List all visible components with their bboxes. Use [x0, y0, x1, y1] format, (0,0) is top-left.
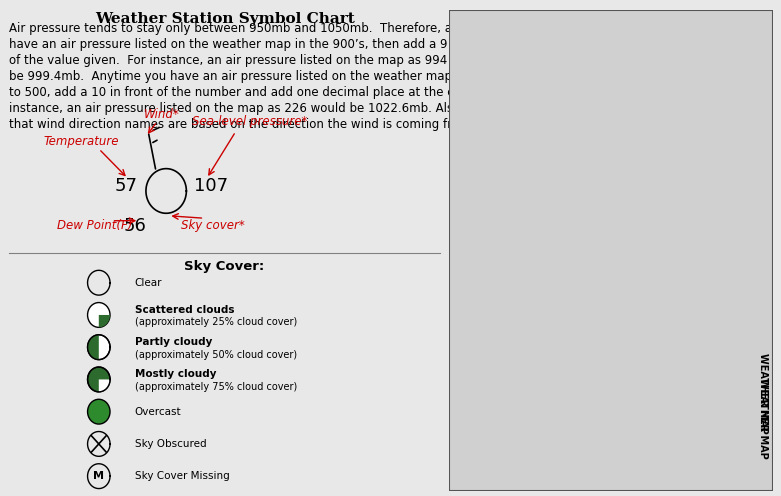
- Text: Weather Station Symbol Chart: Weather Station Symbol Chart: [95, 12, 355, 26]
- Wedge shape: [98, 315, 110, 327]
- Circle shape: [87, 367, 110, 392]
- Circle shape: [87, 399, 110, 424]
- Text: Overcast: Overcast: [134, 407, 181, 417]
- Text: M: M: [93, 471, 105, 481]
- Text: Temperature: Temperature: [43, 135, 119, 148]
- Text: 107: 107: [194, 177, 228, 195]
- Wedge shape: [87, 335, 98, 360]
- Text: WEATHER MAP: WEATHER MAP: [758, 353, 769, 434]
- FancyBboxPatch shape: [449, 10, 773, 491]
- Text: Sky Obscured: Sky Obscured: [134, 439, 206, 449]
- Text: Sky Cover:: Sky Cover:: [184, 260, 265, 273]
- Text: (approximately 50% cloud cover): (approximately 50% cloud cover): [134, 350, 297, 360]
- Text: Sea-level pressure*: Sea-level pressure*: [191, 115, 307, 128]
- Text: Mostly cloudy: Mostly cloudy: [134, 370, 216, 379]
- Text: 56: 56: [123, 217, 146, 235]
- Circle shape: [87, 303, 110, 327]
- Circle shape: [87, 335, 110, 360]
- Text: Sky cover*: Sky cover*: [181, 219, 245, 232]
- Text: (approximately 25% cloud cover): (approximately 25% cloud cover): [134, 317, 297, 327]
- Text: (approximately 75% cloud cover): (approximately 75% cloud cover): [134, 382, 297, 392]
- Wedge shape: [98, 379, 110, 392]
- Text: Sky Cover Missing: Sky Cover Missing: [134, 471, 230, 481]
- Text: Clear: Clear: [134, 278, 162, 288]
- Text: Wind*: Wind*: [144, 108, 180, 121]
- Text: 57: 57: [114, 177, 137, 195]
- Text: WEATHER MAP: WEATHER MAP: [758, 378, 769, 459]
- Text: Scattered clouds: Scattered clouds: [134, 305, 234, 315]
- Text: Dew Point(F): Dew Point(F): [56, 219, 132, 232]
- Text: Partly cloudy: Partly cloudy: [134, 337, 212, 347]
- Text: Air pressure tends to stay only between 950mb and 1050mb.  Therefore, anytime yo: Air pressure tends to stay only between …: [9, 22, 519, 131]
